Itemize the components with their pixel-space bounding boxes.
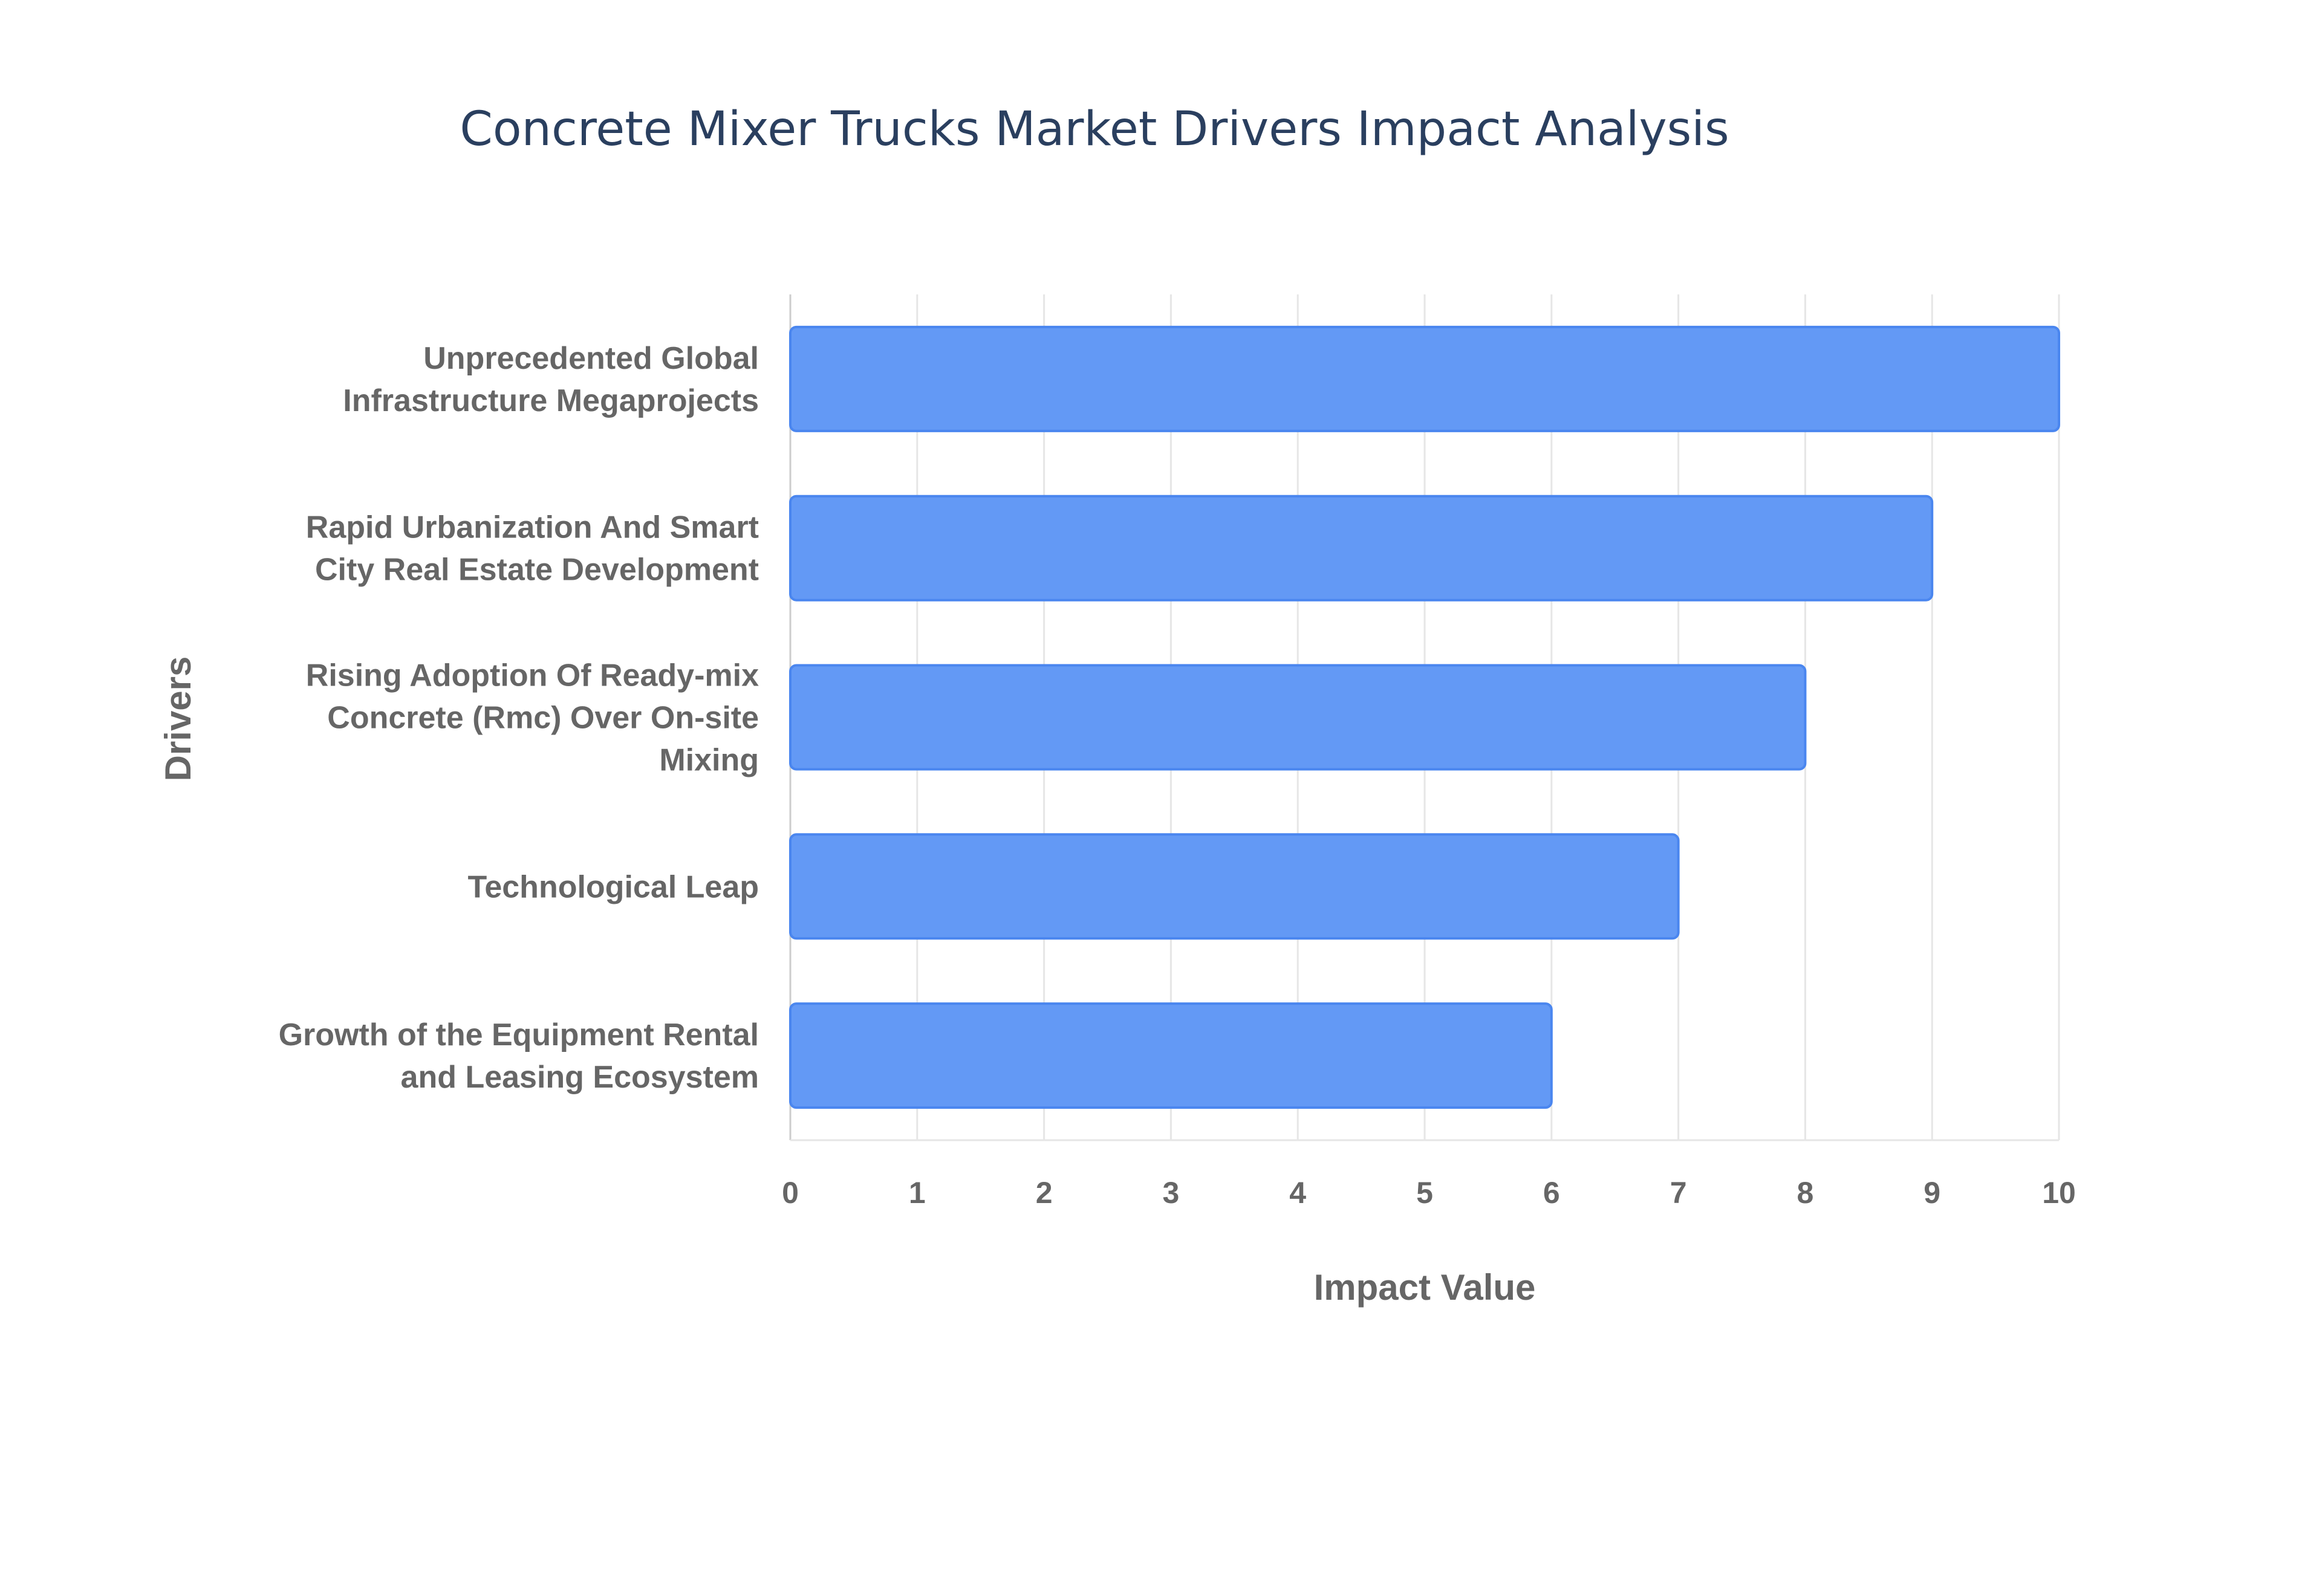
category-label-line: Growth of the Equipment Rental — [279, 1017, 759, 1053]
category-label: Rising Adoption Of Ready-mix Concrete (Rm… — [306, 658, 759, 778]
x-tick-label: 6 — [1543, 1176, 1560, 1210]
category-label-line: City Real Estate Development — [315, 553, 759, 588]
category-label: Growth of the Equipment Rental and Leasin… — [279, 1017, 759, 1095]
chart-title: Concrete Mixer Trucks Market Drivers Imp… — [460, 102, 1729, 157]
category-labels: Unprecedented Global Infrastructure Megap… — [279, 341, 759, 1095]
category-label-line: Rapid Urbanization And Smart — [306, 510, 759, 545]
x-tick-label: 10 — [2042, 1176, 2076, 1210]
x-tick-label: 1 — [909, 1176, 926, 1210]
y-axis-title: Drivers — [158, 657, 198, 782]
bars — [789, 325, 2060, 1109]
category-label-line: Concrete (Rmc) Over On-site — [327, 701, 759, 736]
bar — [789, 495, 1934, 602]
x-tick-label: 0 — [782, 1176, 799, 1210]
x-tick-label: 3 — [1162, 1176, 1179, 1210]
bar — [789, 1002, 1553, 1109]
category-label: Unprecedented Global Infrastructure Megap… — [343, 341, 759, 418]
category-label: Technological Leap — [467, 869, 759, 904]
category-label-line: Mixing — [659, 743, 759, 778]
x-tick-label: 7 — [1670, 1176, 1687, 1210]
category-label-line: Rising Adoption Of Ready-mix — [306, 658, 759, 693]
bar — [789, 325, 2060, 432]
x-tick-label: 5 — [1416, 1176, 1433, 1210]
x-tick-label: 9 — [1924, 1176, 1940, 1210]
x-tick-labels: 0 1 2 3 4 5 6 7 8 9 10 — [782, 1176, 2076, 1210]
bar — [789, 664, 1807, 771]
x-tick-label: 2 — [1036, 1176, 1053, 1210]
category-label-line: and Leasing Ecosystem — [401, 1060, 759, 1095]
bar — [789, 833, 1680, 940]
category-label-line: Technological Leap — [467, 869, 759, 904]
category-label-line: Infrastructure Megaprojects — [343, 383, 759, 418]
x-tick-label: 8 — [1797, 1176, 1813, 1210]
x-tick-label: 4 — [1289, 1176, 1306, 1210]
category-label-line: Unprecedented Global — [423, 341, 759, 376]
x-axis-title: Impact Value — [1314, 1267, 1536, 1308]
category-label: Rapid Urbanization And Smart City Real Es… — [306, 510, 759, 588]
